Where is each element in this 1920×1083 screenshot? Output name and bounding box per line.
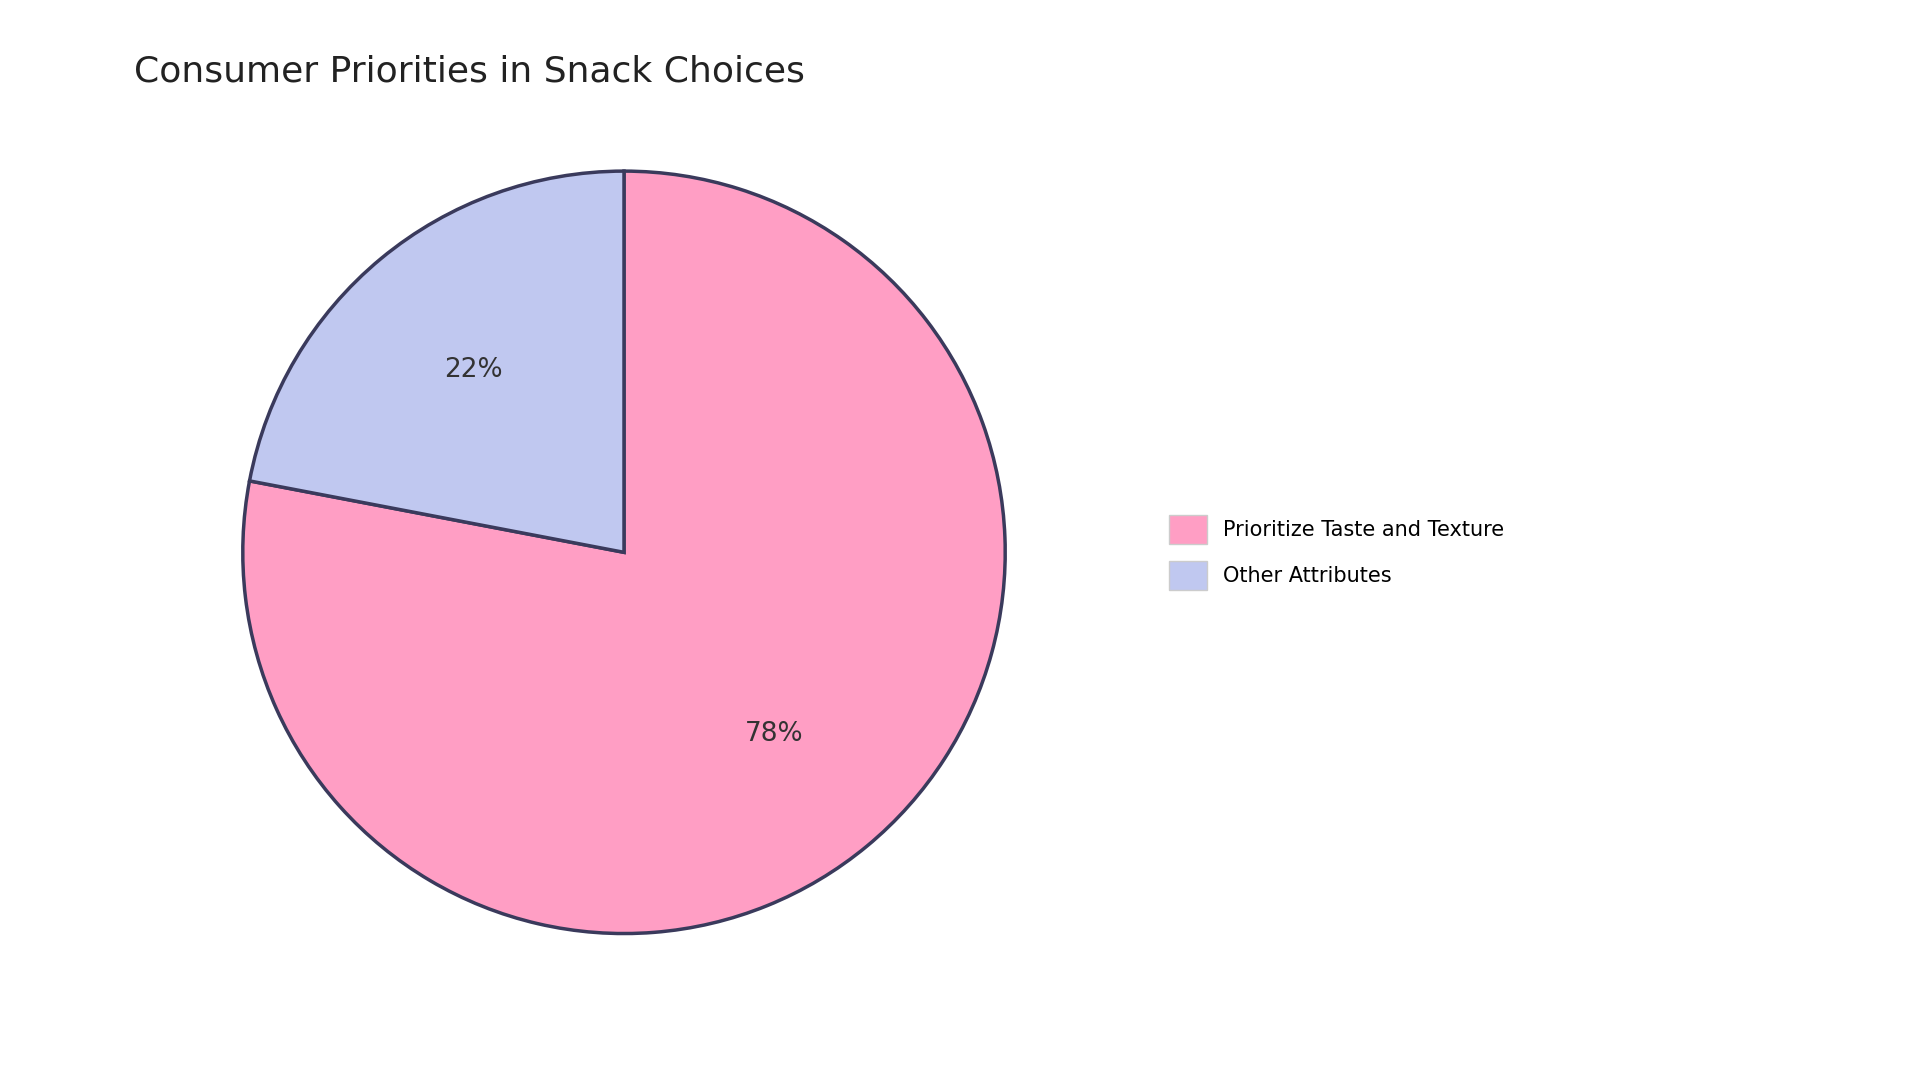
Legend: Prioritize Taste and Texture, Other Attributes: Prioritize Taste and Texture, Other Attr… (1158, 504, 1515, 601)
Text: 78%: 78% (745, 721, 804, 747)
Text: 22%: 22% (444, 357, 503, 383)
Wedge shape (250, 171, 624, 552)
Text: Consumer Priorities in Snack Choices: Consumer Priorities in Snack Choices (134, 54, 804, 88)
Wedge shape (242, 171, 1006, 934)
